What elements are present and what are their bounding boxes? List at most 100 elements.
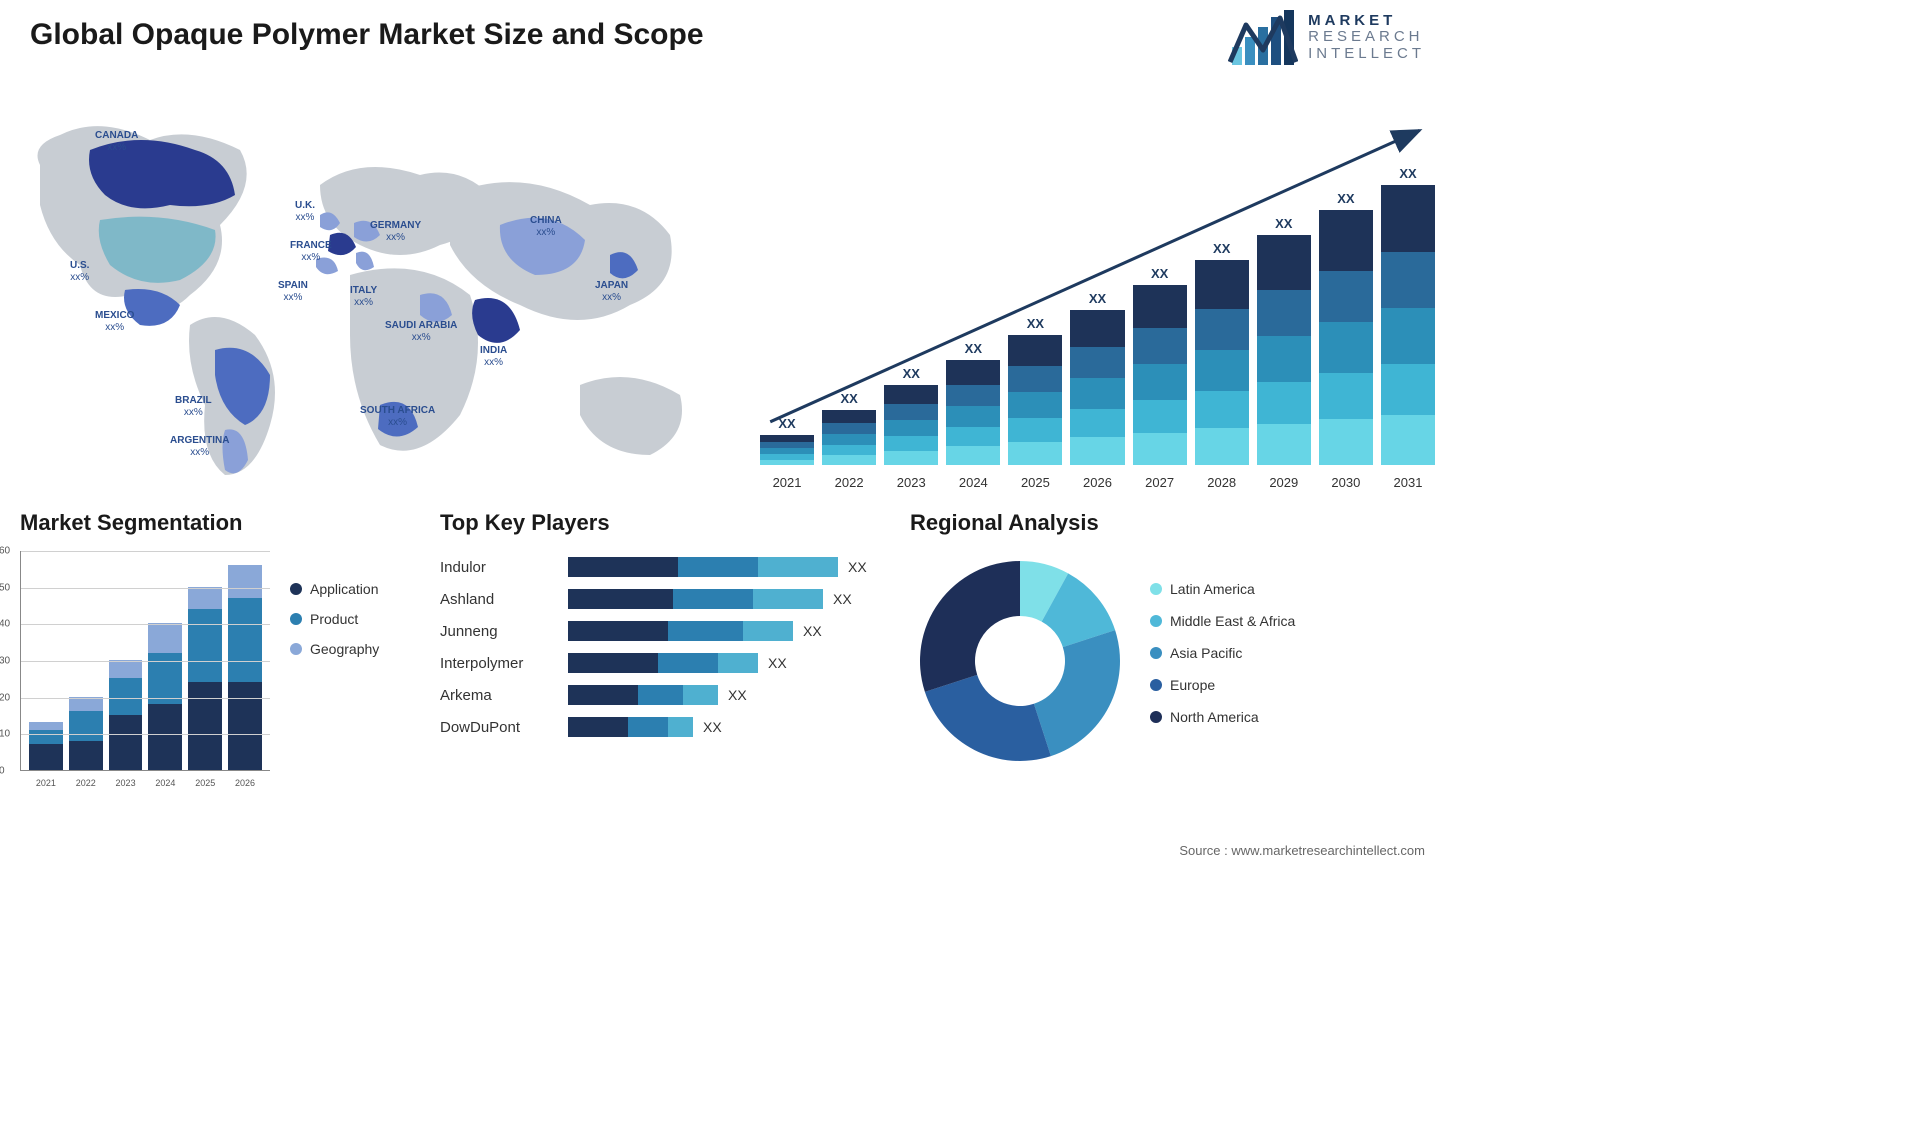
seg-year-label: 2024 [148,778,182,788]
player-name: Arkema [440,679,550,711]
seg-y-tick: 10 [0,729,10,740]
map-label: U.K.xx% [295,200,315,223]
growth-bar-value: XX [840,391,857,406]
logo-line-3: INTELLECT [1308,46,1425,63]
legend-item: Middle East & Africa [1150,613,1435,629]
legend-swatch [1150,711,1162,723]
player-row: XX [568,615,880,647]
growth-year-label: 2029 [1257,475,1311,490]
segmentation-legend: Application Product Geography [270,551,410,791]
player-value: XX [803,623,822,639]
map-label: INDIAxx% [480,345,507,368]
map-label: MEXICOxx% [95,310,134,333]
seg-bar [188,587,222,770]
growth-year-label: 2031 [1381,475,1435,490]
map-label: SAUDI ARABIAxx% [385,320,457,343]
growth-year-label: 2026 [1070,475,1124,490]
logo-text: MARKET RESEARCH INTELLECT [1308,13,1425,63]
growth-bar: XX [822,391,876,465]
map-label: ITALYxx% [350,285,377,308]
legend-label: Application [310,581,379,597]
player-value: XX [728,687,747,703]
growth-bar-value: XX [778,416,795,431]
map-label: SOUTH AFRICAxx% [360,405,435,428]
brand-logo: MARKET RESEARCH INTELLECT [1228,10,1425,65]
player-row: XX [568,711,880,743]
growth-bar-value: XX [1213,241,1230,256]
legend-label: Product [310,611,358,627]
legend-item: Europe [1150,677,1435,693]
growth-year-label: 2025 [1008,475,1062,490]
growth-bar: XX [1319,191,1373,465]
seg-year-label: 2026 [228,778,262,788]
player-name: Interpolymer [440,647,550,679]
growth-bar: XX [1070,291,1124,465]
growth-year-label: 2030 [1319,475,1373,490]
map-label: FRANCExx% [290,240,332,263]
growth-bar-value: XX [1275,216,1292,231]
seg-year-label: 2023 [109,778,143,788]
growth-bar-chart: XXXXXXXXXXXXXXXXXXXXXX 20212022202320242… [740,95,1435,490]
legend-label: Middle East & Africa [1170,613,1295,629]
regional-legend: Latin America Middle East & Africa Asia Pa… [1150,581,1435,741]
source-attribution: Source : www.marketresearchintellect.com [1179,843,1425,858]
player-name: Ashland [440,583,550,615]
seg-bar [109,660,143,770]
segmentation-title: Market Segmentation [20,510,410,536]
growth-bar: XX [1381,166,1435,465]
player-row: XX [568,679,880,711]
segmentation-panel: Market Segmentation 20212022202320242025… [20,510,410,810]
legend-item: Geography [290,641,410,657]
legend-label: Asia Pacific [1170,645,1242,661]
map-label: CHINAxx% [530,215,562,238]
legend-label: Geography [310,641,379,657]
growth-year-label: 2021 [760,475,814,490]
growth-year-label: 2022 [822,475,876,490]
map-label: U.S.xx% [70,260,89,283]
logo-mark-icon [1228,10,1298,65]
growth-bar-value: XX [1027,316,1044,331]
logo-line-1: MARKET [1308,13,1425,30]
seg-year-label: 2025 [188,778,222,788]
map-label: BRAZILxx% [175,395,212,418]
legend-item: Asia Pacific [1150,645,1435,661]
legend-swatch [1150,615,1162,627]
legend-label: Europe [1170,677,1215,693]
growth-bar: XX [884,366,938,465]
legend-item: Latin America [1150,581,1435,597]
seg-y-tick: 20 [0,692,10,703]
legend-item: North America [1150,709,1435,725]
legend-swatch [1150,679,1162,691]
players-bar-column: XXXXXXXXXXXX [568,551,880,743]
legend-swatch [1150,583,1162,595]
world-map: CANADAxx%U.S.xx%MEXICOxx%BRAZILxx%ARGENT… [20,95,710,490]
players-title: Top Key Players [440,510,880,536]
seg-y-tick: 30 [0,656,10,667]
player-row: XX [568,551,880,583]
regional-panel: Regional Analysis Latin AmericaMiddle Ea… [910,510,1435,810]
seg-bar [29,722,63,770]
seg-y-tick: 40 [0,619,10,630]
legend-swatch [290,643,302,655]
segmentation-chart: 202120222023202420252026 0102030405060 [20,551,270,771]
growth-bar: XX [1195,241,1249,465]
player-row: XX [568,583,880,615]
player-value: XX [768,655,787,671]
growth-bar: XX [760,416,814,465]
growth-year-label: 2023 [884,475,938,490]
legend-label: North America [1170,709,1259,725]
player-name: Junneng [440,615,550,647]
map-label: CANADAxx% [95,130,138,153]
map-label: SPAINxx% [278,280,308,303]
growth-bar: XX [1133,266,1187,465]
growth-bar-value: XX [1089,291,1106,306]
map-label: JAPANxx% [595,280,628,303]
growth-bar: XX [1008,316,1062,465]
growth-bar: XX [946,341,1000,465]
seg-y-tick: 50 [0,582,10,593]
seg-y-tick: 60 [0,546,10,557]
legend-swatch [290,583,302,595]
player-name: Indulor [440,551,550,583]
seg-y-tick: 0 [0,766,5,777]
logo-line-2: RESEARCH [1308,29,1425,46]
